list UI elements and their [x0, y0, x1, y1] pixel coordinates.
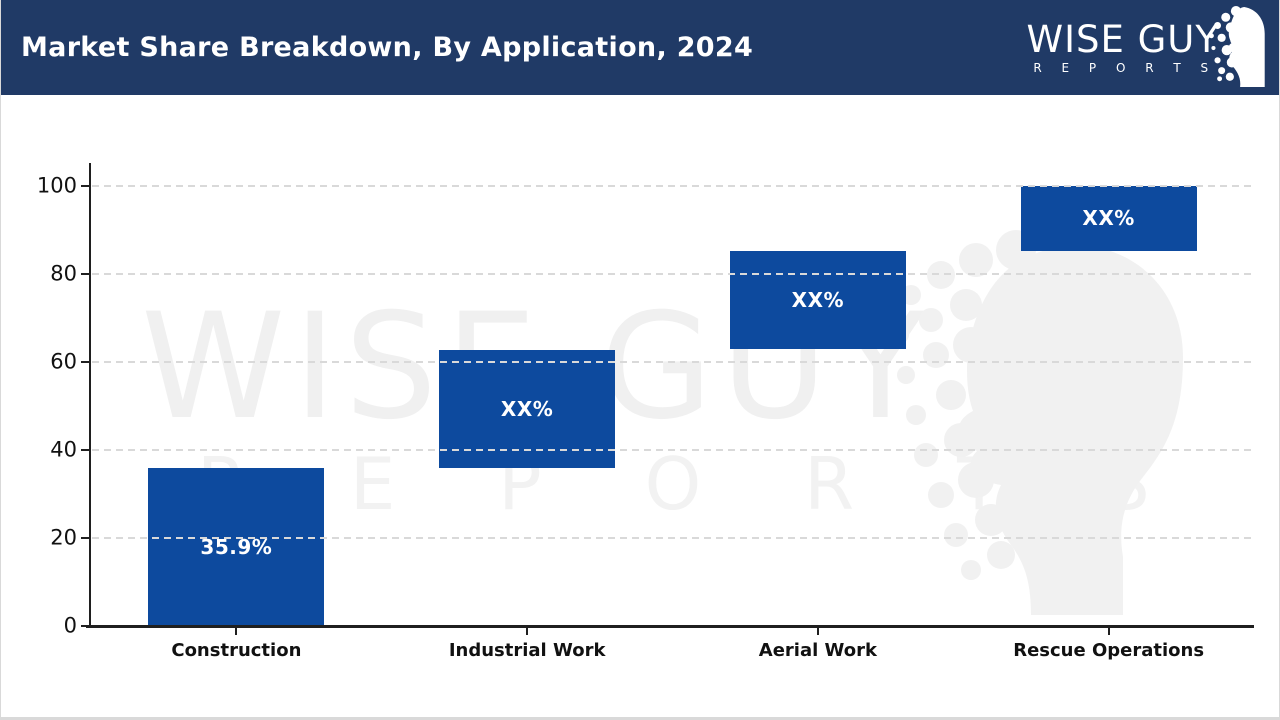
bar-value-label: XX%	[1082, 206, 1135, 231]
bar-industrial-work: XX%	[439, 349, 616, 469]
x-category-label: Construction	[171, 640, 302, 661]
y-tick-label: 0	[63, 613, 77, 638]
logo-text: WISE GUY R E P O R T S	[1027, 21, 1219, 75]
bar-rescue-operations: XX%	[1020, 186, 1197, 251]
y-tick-mark	[81, 273, 89, 275]
y-gridline	[92, 449, 1254, 451]
bar-construction: 35.9%	[148, 468, 325, 626]
bar-value-label: 35.9%	[200, 535, 273, 559]
y-gridline	[92, 537, 1254, 539]
y-gridline	[92, 361, 1254, 363]
header-band: Market Share Breakdown, By Application, …	[1, 0, 1279, 95]
dotted-face-logo-icon	[1205, 5, 1267, 91]
y-tick-label: 20	[50, 525, 77, 550]
x-axis-line	[86, 625, 1254, 628]
y-tick-mark	[81, 625, 89, 627]
logo-wordmark: WISE GUY	[1026, 17, 1219, 61]
bar-value-label: XX%	[500, 396, 554, 421]
page-title: Market Share Breakdown, By Application, …	[21, 32, 754, 63]
x-tick-mark	[235, 628, 238, 635]
y-tick-label: 100	[36, 173, 77, 198]
bar-value-label: XX%	[791, 287, 845, 312]
watermark-dotted-face-icon	[881, 215, 1201, 619]
y-tick-label: 40	[50, 437, 77, 462]
y-tick-label: 80	[50, 261, 77, 286]
x-tick-mark	[526, 628, 529, 635]
bar-aerial-work: XX%	[729, 250, 906, 349]
x-category-label: Industrial Work	[448, 640, 606, 661]
y-axis-line	[89, 163, 91, 627]
y-tick-mark	[81, 537, 89, 539]
logo-subtitle: R E P O R T S	[1033, 60, 1217, 75]
y-tick-mark	[81, 185, 89, 187]
x-category-label: Aerial Work	[758, 640, 877, 661]
y-tick-mark	[81, 361, 89, 363]
x-tick-mark	[1107, 628, 1110, 635]
y-gridline	[92, 273, 1254, 275]
y-tick-label: 60	[50, 349, 77, 374]
x-tick-mark	[816, 628, 819, 635]
x-category-label: Rescue Operations	[1013, 640, 1205, 661]
y-tick-mark	[81, 449, 89, 451]
y-gridline	[92, 185, 1254, 187]
wise-guy-reports-logo: WISE GUY R E P O R T S	[1027, 5, 1267, 91]
